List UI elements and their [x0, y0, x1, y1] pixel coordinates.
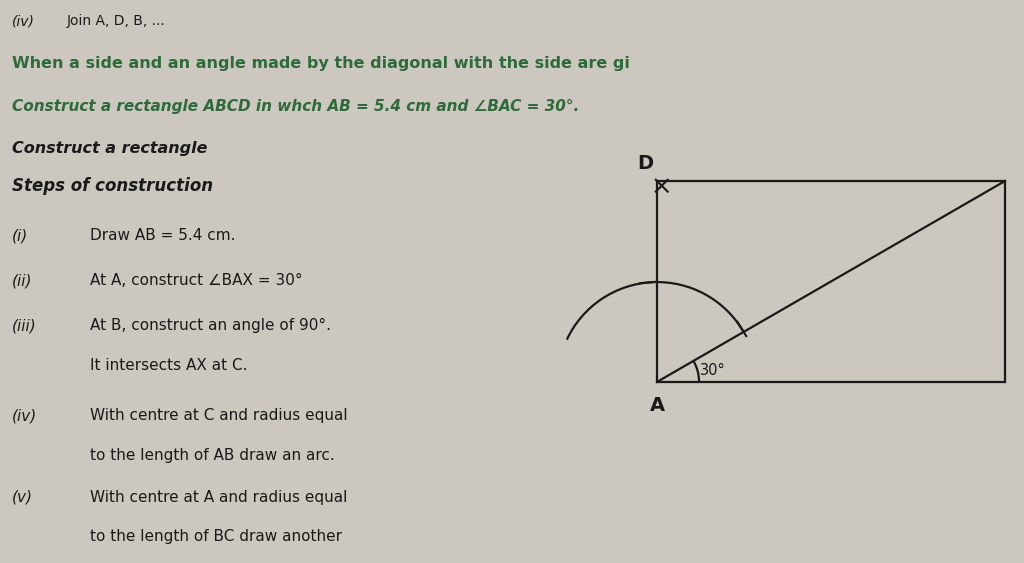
Text: At B, construct an angle of 90°.: At B, construct an angle of 90°.: [90, 318, 331, 333]
Text: At A, construct ∠BAX = 30°: At A, construct ∠BAX = 30°: [90, 273, 302, 288]
Text: A: A: [649, 396, 665, 415]
Text: (iii): (iii): [11, 318, 36, 333]
Text: 30°: 30°: [699, 363, 725, 378]
Text: (ii): (ii): [11, 273, 32, 288]
Text: (iv): (iv): [11, 408, 37, 423]
Text: (i): (i): [11, 228, 28, 243]
Text: With centre at C and radius equal: With centre at C and radius equal: [90, 408, 347, 423]
Text: D: D: [638, 154, 653, 173]
Text: to the length of BC draw another: to the length of BC draw another: [90, 529, 342, 544]
Text: Join A, D, B, ...: Join A, D, B, ...: [67, 14, 165, 28]
Text: When a side and an angle made by the diagonal with the side are gi: When a side and an angle made by the dia…: [11, 56, 630, 72]
Text: With centre at A and radius equal: With centre at A and radius equal: [90, 490, 347, 505]
Text: Draw AB = 5.4 cm.: Draw AB = 5.4 cm.: [90, 228, 236, 243]
Text: (iv): (iv): [11, 14, 35, 28]
Text: to the length of AB draw an arc.: to the length of AB draw an arc.: [90, 448, 335, 463]
Text: It intersects AX at C.: It intersects AX at C.: [90, 358, 247, 373]
Text: Steps of construction: Steps of construction: [11, 177, 213, 195]
Text: Construct a rectangle ABCD in whch AB = 5.4 cm and ∠BAC = 30°.: Construct a rectangle ABCD in whch AB = …: [11, 99, 579, 114]
Text: (v): (v): [11, 490, 33, 505]
Text: Construct a rectangle: Construct a rectangle: [11, 141, 207, 156]
